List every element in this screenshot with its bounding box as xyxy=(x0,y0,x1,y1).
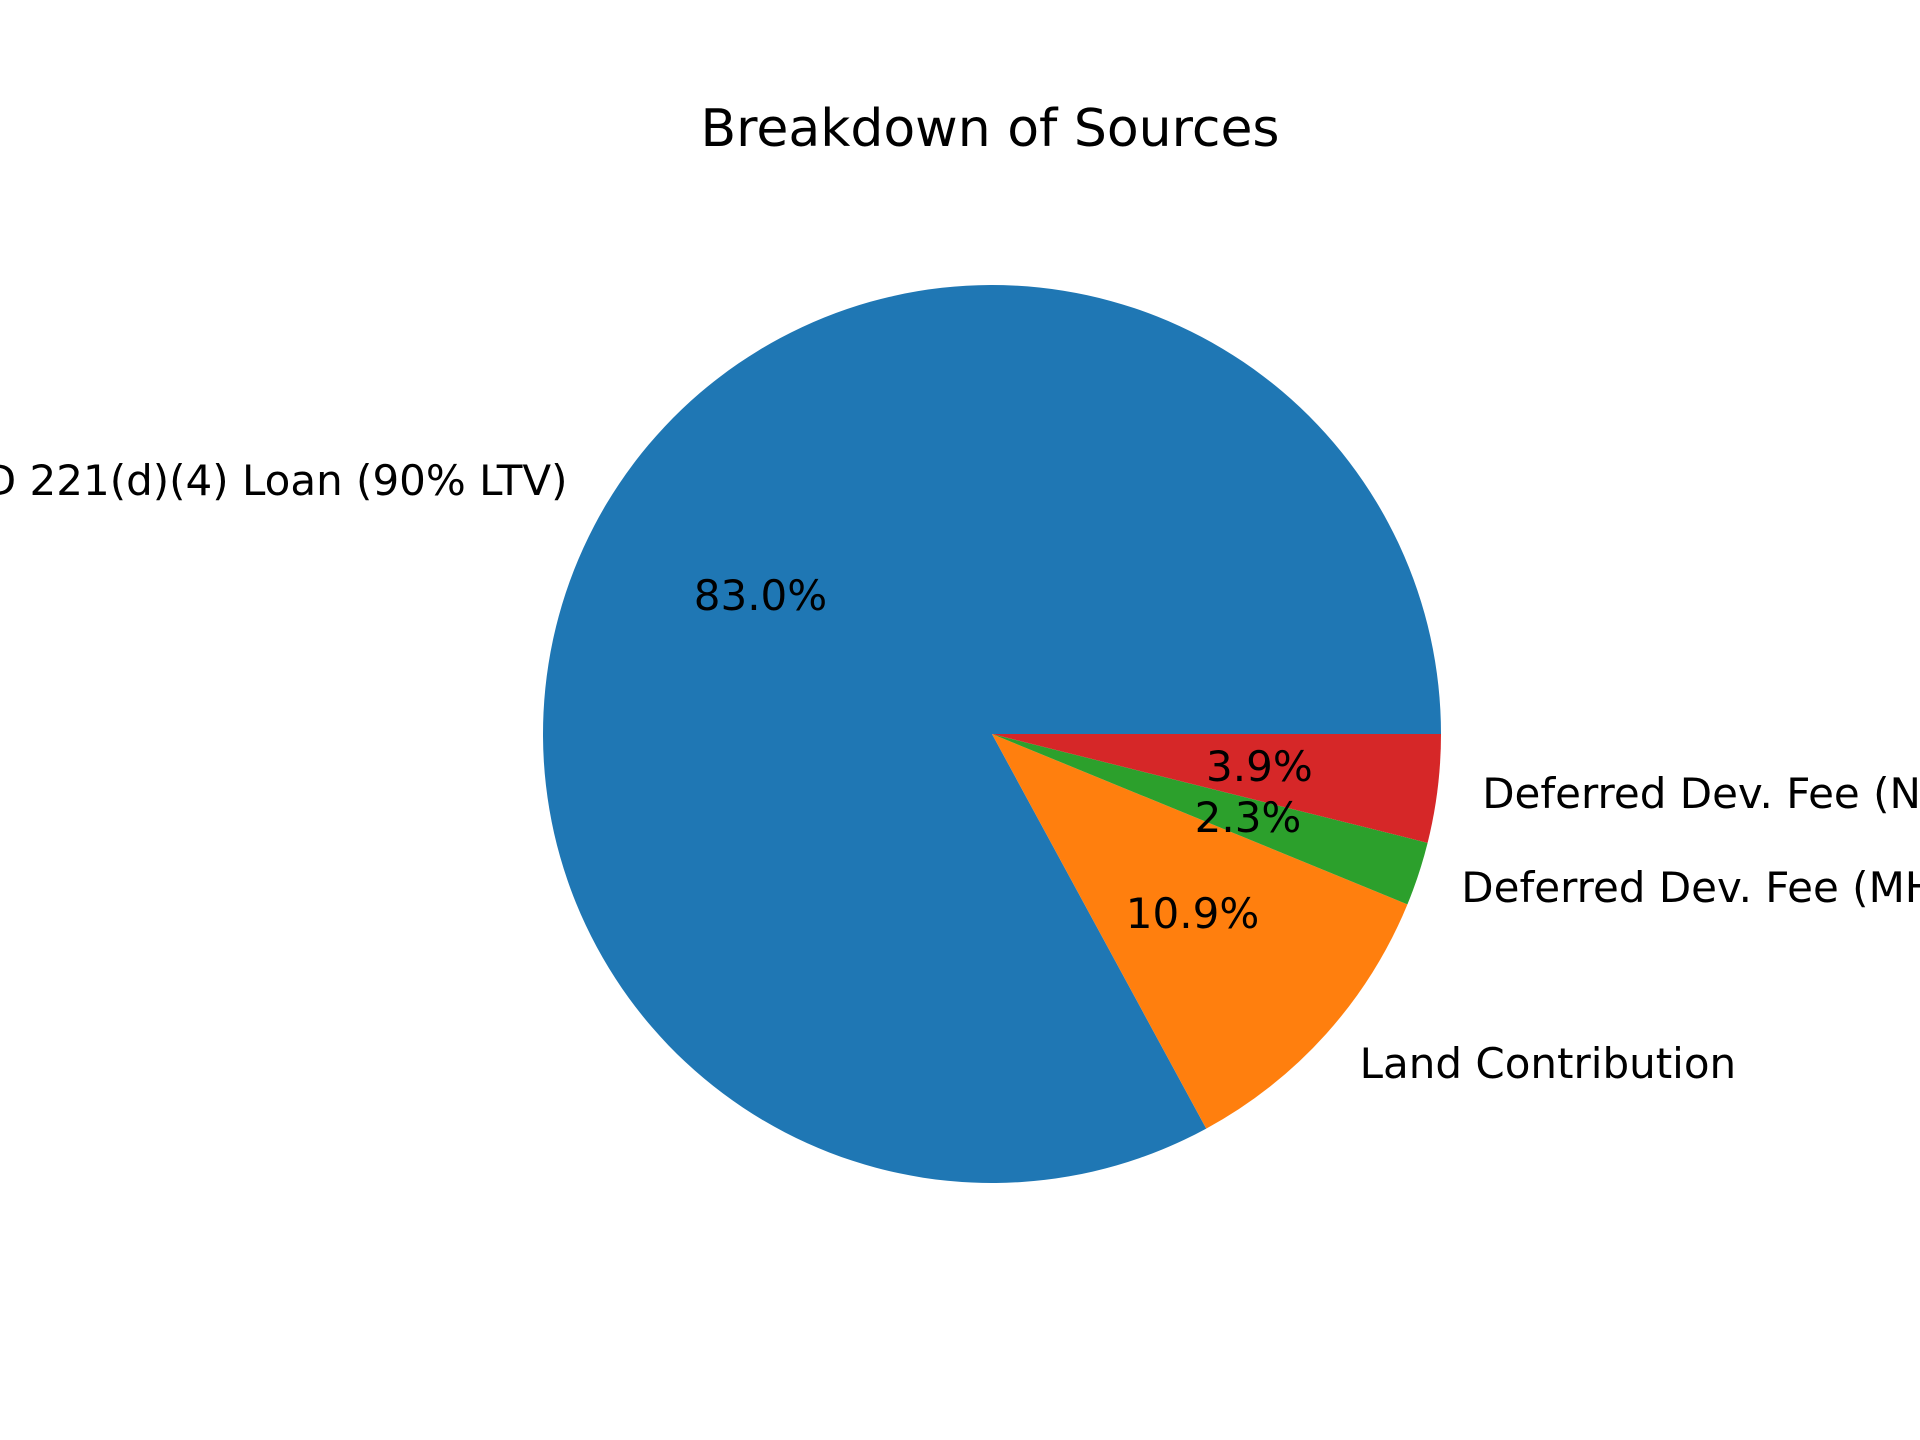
pie-pct-label: 10.9% xyxy=(1125,888,1260,938)
pie-pct-label: 83.0% xyxy=(693,571,828,621)
pie-slice-1 xyxy=(992,734,1408,1129)
chart-title: Breakdown of Sources xyxy=(700,99,1280,159)
pie-slice-2 xyxy=(992,734,1428,905)
pie-slice-label: Deferred Dev. Fee (No xyxy=(1482,769,1920,819)
pie-slice-0 xyxy=(542,284,1441,1183)
pie-slice-3 xyxy=(992,734,1441,843)
pie-slice-label: D 221(d)(4) Loan (90% LTV) xyxy=(0,456,568,506)
pie-slice-label: Land Contribution xyxy=(1359,1038,1737,1088)
pie-pct-label: 2.3% xyxy=(1194,792,1302,842)
pie-pct-label: 3.9% xyxy=(1206,741,1313,791)
pie-slice-label: Deferred Dev. Fee (MH xyxy=(1461,862,1920,912)
